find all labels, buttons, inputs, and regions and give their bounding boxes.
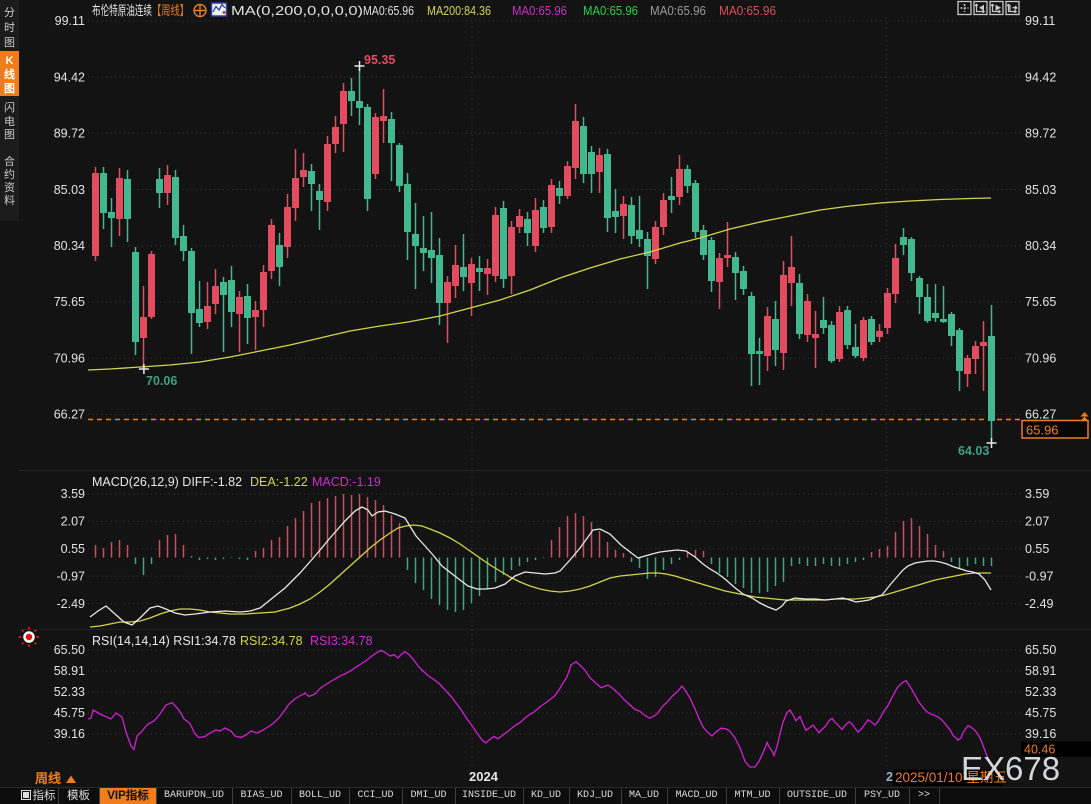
svg-text:-0.97: -0.97	[1025, 569, 1054, 583]
svg-text:RSI3:34.78: RSI3:34.78	[310, 634, 373, 648]
svg-text:70.96: 70.96	[54, 351, 85, 365]
svg-text:-0.97: -0.97	[57, 569, 86, 583]
svg-text:MA0:65.96: MA0:65.96	[650, 3, 706, 18]
svg-text:MA0:65.96: MA0:65.96	[512, 3, 567, 18]
svg-text:80.34: 80.34	[54, 239, 85, 253]
svg-text:45.75: 45.75	[1025, 706, 1056, 720]
svg-text:DEA:-1.22: DEA:-1.22	[250, 475, 308, 489]
svg-text:99.11: 99.11	[1025, 14, 1055, 28]
svg-text:58.91: 58.91	[1025, 664, 1056, 678]
svg-text:85.03: 85.03	[54, 183, 85, 197]
svg-text:45.75: 45.75	[54, 706, 85, 720]
svg-text:2.07: 2.07	[1025, 515, 1049, 529]
svg-text:75.65: 75.65	[1025, 295, 1056, 309]
svg-text:65.50: 65.50	[54, 643, 85, 657]
svg-text:94.42: 94.42	[1025, 71, 1056, 85]
svg-text:70.96: 70.96	[1025, 351, 1056, 365]
svg-text:95.35: 95.35	[364, 53, 395, 67]
svg-text:0.55: 0.55	[1025, 542, 1049, 556]
svg-text:MA0:65.96: MA0:65.96	[583, 3, 638, 18]
svg-text:EX678: EX678	[961, 750, 1060, 787]
svg-text:52.33: 52.33	[54, 685, 85, 699]
svg-text:-2.49: -2.49	[1025, 597, 1054, 611]
svg-text:2: 2	[886, 770, 893, 784]
svg-text:66.27: 66.27	[1025, 408, 1056, 422]
svg-text:65.50: 65.50	[1025, 643, 1056, 657]
svg-text:MACD:-1.19: MACD:-1.19	[312, 475, 381, 489]
svg-text:MA0:65.96: MA0:65.96	[363, 3, 414, 18]
svg-text:40.46: 40.46	[1024, 743, 1055, 757]
svg-text:80.34: 80.34	[1025, 239, 1056, 253]
svg-text:周线: 周线	[35, 771, 61, 786]
svg-text:MA(0,200,0,0,0,0): MA(0,200,0,0,0,0)	[231, 3, 363, 18]
svg-text:75.65: 75.65	[54, 295, 85, 309]
svg-text:MA0:65.96: MA0:65.96	[719, 3, 776, 18]
svg-text:MA200:84.36: MA200:84.36	[427, 3, 491, 18]
svg-text:RSI(14,14,14) RSI1:34.78: RSI(14,14,14) RSI1:34.78	[92, 634, 236, 648]
svg-text:52.33: 52.33	[1025, 685, 1056, 699]
svg-text:2.07: 2.07	[61, 515, 85, 529]
svg-text:66.27: 66.27	[54, 408, 85, 422]
svg-text:58.91: 58.91	[54, 664, 85, 678]
svg-text:39.16: 39.16	[54, 727, 85, 741]
svg-text:70.06: 70.06	[146, 374, 177, 388]
svg-text:3.59: 3.59	[1025, 487, 1049, 501]
svg-text:89.72: 89.72	[54, 127, 85, 141]
svg-text:85.03: 85.03	[1025, 183, 1056, 197]
svg-text:94.42: 94.42	[54, 71, 85, 85]
svg-text:65.96: 65.96	[1026, 423, 1059, 438]
svg-text:89.72: 89.72	[1025, 127, 1056, 141]
svg-text:39.16: 39.16	[1025, 727, 1056, 741]
svg-text:2025/01/10 星期五: 2025/01/10 星期五	[895, 770, 1007, 785]
svg-text:2024: 2024	[469, 769, 499, 784]
svg-text:3.59: 3.59	[61, 487, 85, 501]
svg-text:【周线】: 【周线】	[152, 3, 189, 18]
svg-text:MACD(26,12,9) DIFF:-1.82: MACD(26,12,9) DIFF:-1.82	[92, 475, 242, 489]
svg-text:RSI2:34.78: RSI2:34.78	[240, 634, 303, 648]
svg-text:99.11: 99.11	[55, 14, 85, 28]
svg-text:-2.49: -2.49	[57, 597, 86, 611]
svg-text:64.03: 64.03	[958, 444, 989, 458]
svg-text:布伦特原油连续: 布伦特原油连续	[92, 3, 152, 18]
svg-text:0.55: 0.55	[61, 542, 85, 556]
